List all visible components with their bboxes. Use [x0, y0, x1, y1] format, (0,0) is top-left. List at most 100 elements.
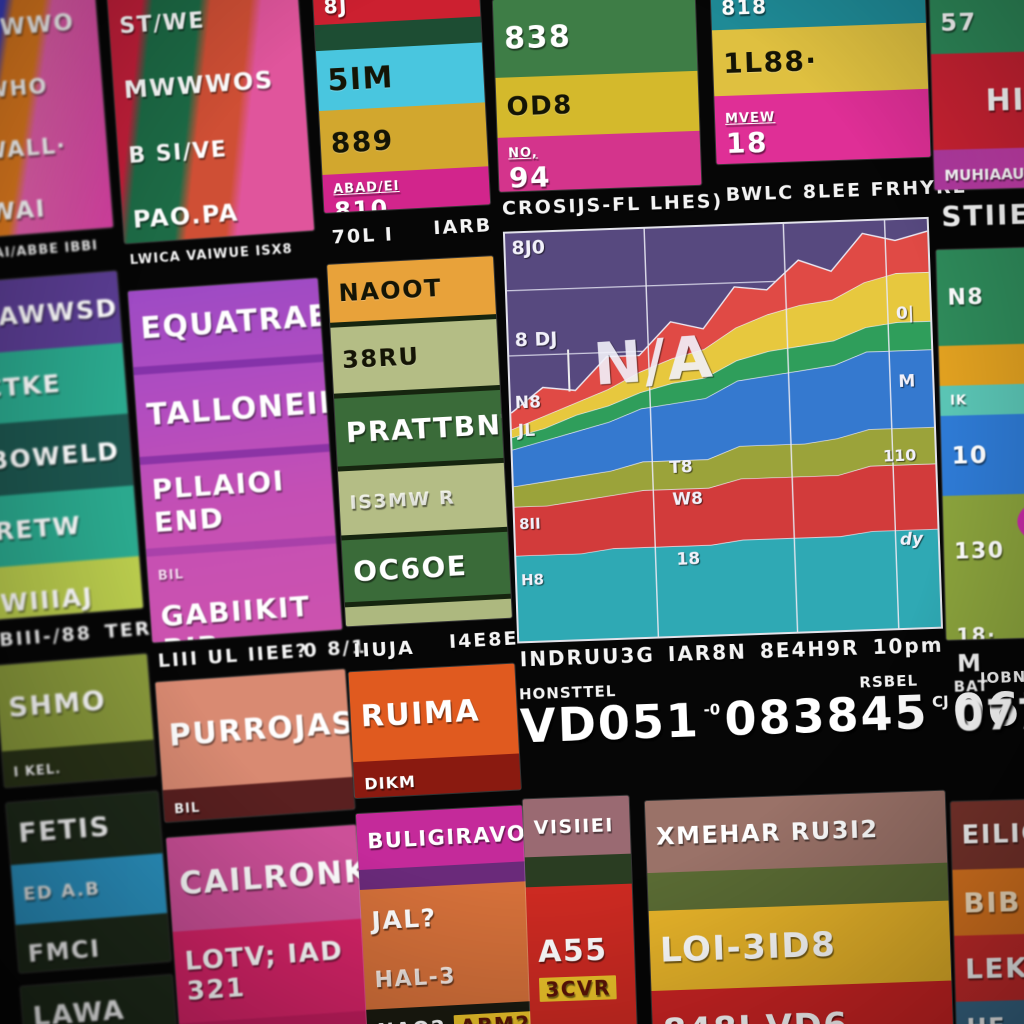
stat-label: BAT	[953, 676, 989, 696]
gridline-v	[783, 224, 797, 632]
board-row: AWAI	[0, 194, 47, 229]
stat-superscript: -0	[703, 700, 721, 720]
stacked-area-chart: 8J0 8 DJ N8 JL N/A T8 W8 18 8II H8 0| M …	[502, 216, 944, 644]
board-row: OD8	[495, 70, 700, 138]
board-row: IS3MW R	[337, 457, 508, 536]
board-row: OC6OE	[341, 526, 511, 603]
board-row: 1L88·	[711, 22, 929, 97]
col6-top-panel: 57 HI MUHIAAU	[929, 0, 1024, 191]
stat-value: 083	[723, 688, 828, 747]
board-row: EQUATRAE	[139, 297, 331, 347]
board-value: 18	[725, 125, 769, 160]
stat-group: HONSTTEL VD051 -0 083	[519, 675, 828, 754]
caption: M	[956, 648, 984, 678]
caption: LIII UL IIEE?	[157, 639, 310, 673]
board-sub-label: MVEW	[724, 110, 776, 127]
col1-bottom-panel-c: LAWA	[20, 974, 182, 1024]
col2-top-panel: ST/WE MWWWOS B SI/VE PAO.PA	[107, 0, 315, 244]
layer-redtop-edge	[505, 231, 933, 413]
bottom-narrow-panel: VISIIEI A55 3CVR IMIN	[522, 795, 641, 1024]
board-row: HAL-3	[374, 963, 457, 993]
board-row: ED A.B	[10, 853, 168, 925]
stat-value: 845	[825, 685, 930, 743]
chart-y-tick: 8J0	[511, 236, 546, 260]
board-row: BIB	[952, 866, 1024, 936]
board-row: PURROJAS	[167, 705, 355, 754]
col2-bottom-panel-b: CAILRONKA LOTV; IAD 321 S'B 180 LBA	[166, 824, 376, 1024]
col2-bottom-panel-a: PURROJAS BIL	[155, 669, 355, 823]
stat-superscript: CJ	[931, 692, 950, 712]
caption: 70L I	[331, 223, 395, 249]
board-row: DIKM	[353, 753, 521, 799]
chart-x-tick: 8E4H9R	[759, 635, 860, 664]
col6-bottom-panel: EILIG BIB LEK HE	[950, 798, 1024, 1024]
board-row: 130	[953, 537, 1005, 565]
board-row: BAWWSD	[0, 271, 123, 355]
layer-olive	[513, 426, 936, 507]
board-row: CAILRONKA	[166, 824, 376, 932]
col6-mid-panel: N8 IK 10 130 18·	[936, 246, 1024, 640]
col1-bottom-panel-a: SHMO I KEL.	[0, 653, 157, 788]
gridline-v	[885, 220, 899, 628]
board-row: CTKE	[0, 342, 128, 426]
chart-annotation: 110	[882, 445, 917, 466]
board-value: A55	[537, 932, 609, 970]
chart-annotation: M	[898, 371, 916, 393]
caption: TER	[104, 617, 153, 644]
board-row: ABAD/EI 810	[322, 166, 491, 213]
board-row: NO, 94	[497, 130, 702, 192]
board-sub-label: ABAD/EI	[332, 178, 400, 197]
board-row: HI	[931, 50, 1024, 151]
layer-red	[514, 463, 938, 556]
caption: BWLC 8LEE FRHYRL	[725, 175, 967, 206]
column-center: 838 OD8 NO, 94 818 1L88· MVEW 18 CROSIJS…	[492, 0, 1024, 1024]
chart-y-tick: 8 DJ	[514, 327, 558, 352]
stacked-area-svg	[505, 219, 941, 642]
stat-group: BAT 077.	[953, 675, 1024, 741]
board-row: 38RU	[330, 314, 500, 394]
col5-top-panel: 818 1L88· MVEW 18	[710, 0, 931, 165]
col3-top-panel: 8J 5IM 889 ABAD/EI 810	[312, 0, 491, 213]
caption: STIIE	[940, 197, 1024, 233]
chart-y-tick: N8	[514, 392, 542, 414]
board-row	[938, 342, 1024, 387]
board-value: NAO2	[377, 1016, 447, 1024]
col1-mid-panel: BAWWSD CTKE BOWELD RETW WIIIAJ	[0, 271, 144, 620]
chart-annotation: W8	[672, 488, 704, 510]
layer-teal	[516, 528, 941, 642]
board-row: 10	[940, 412, 1024, 496]
badge: 3CVR	[538, 974, 618, 1002]
board-row: SHMO	[7, 684, 108, 724]
chart-watermark: N/A	[591, 322, 717, 399]
board-row	[524, 853, 632, 888]
caption: LWICA VAIWUE ISX8	[129, 241, 294, 269]
board-row: RUIMA	[359, 692, 481, 735]
board-row: IK	[939, 382, 1024, 417]
board-row: RETW	[0, 485, 140, 569]
board-row: 18·	[956, 622, 997, 640]
board-row: LOTV; IAD 321	[172, 918, 369, 1024]
stats-row: HONSTTEL VD051 -0 083 RSBEL 845 CJ IOBNS…	[519, 667, 1024, 754]
chart-annotation: T8	[668, 457, 694, 479]
caption: IIUJA	[352, 636, 416, 662]
chart-x-tick: IAR8N	[667, 639, 748, 667]
board-row: HE	[955, 997, 1024, 1024]
board-row: PLLAIOI END	[139, 443, 336, 549]
board-row: JAL?	[370, 902, 438, 935]
bottom-wide-panel: XMEHAR RU3I2 LOI-3ID8 848I VD6 AN B	[644, 790, 956, 1024]
board-row: 838	[492, 0, 698, 78]
stat-value: VD051	[519, 693, 701, 754]
board-value: 94	[508, 160, 552, 192]
board-row: 889	[319, 102, 489, 175]
stat-group: RSBEL 845 CJ	[825, 670, 954, 743]
board-row: BOWELD	[0, 413, 134, 498]
caption: BWAI/ABBE IBBI	[0, 238, 99, 264]
caption: IARB	[432, 214, 493, 240]
chart-annotation: 18	[676, 549, 701, 570]
board-row: LEK	[954, 932, 1024, 1002]
board-row: VISIIEI	[522, 795, 631, 858]
chart-annotation: 8II	[518, 514, 542, 534]
col3-bottom-panel-b: BULIGIRAVOW JAL? HAL-3 NAO2 ABM2 48	[355, 805, 538, 1024]
stat-value: 077.	[953, 688, 1024, 741]
board-row: A55 3CVR	[525, 883, 638, 1024]
